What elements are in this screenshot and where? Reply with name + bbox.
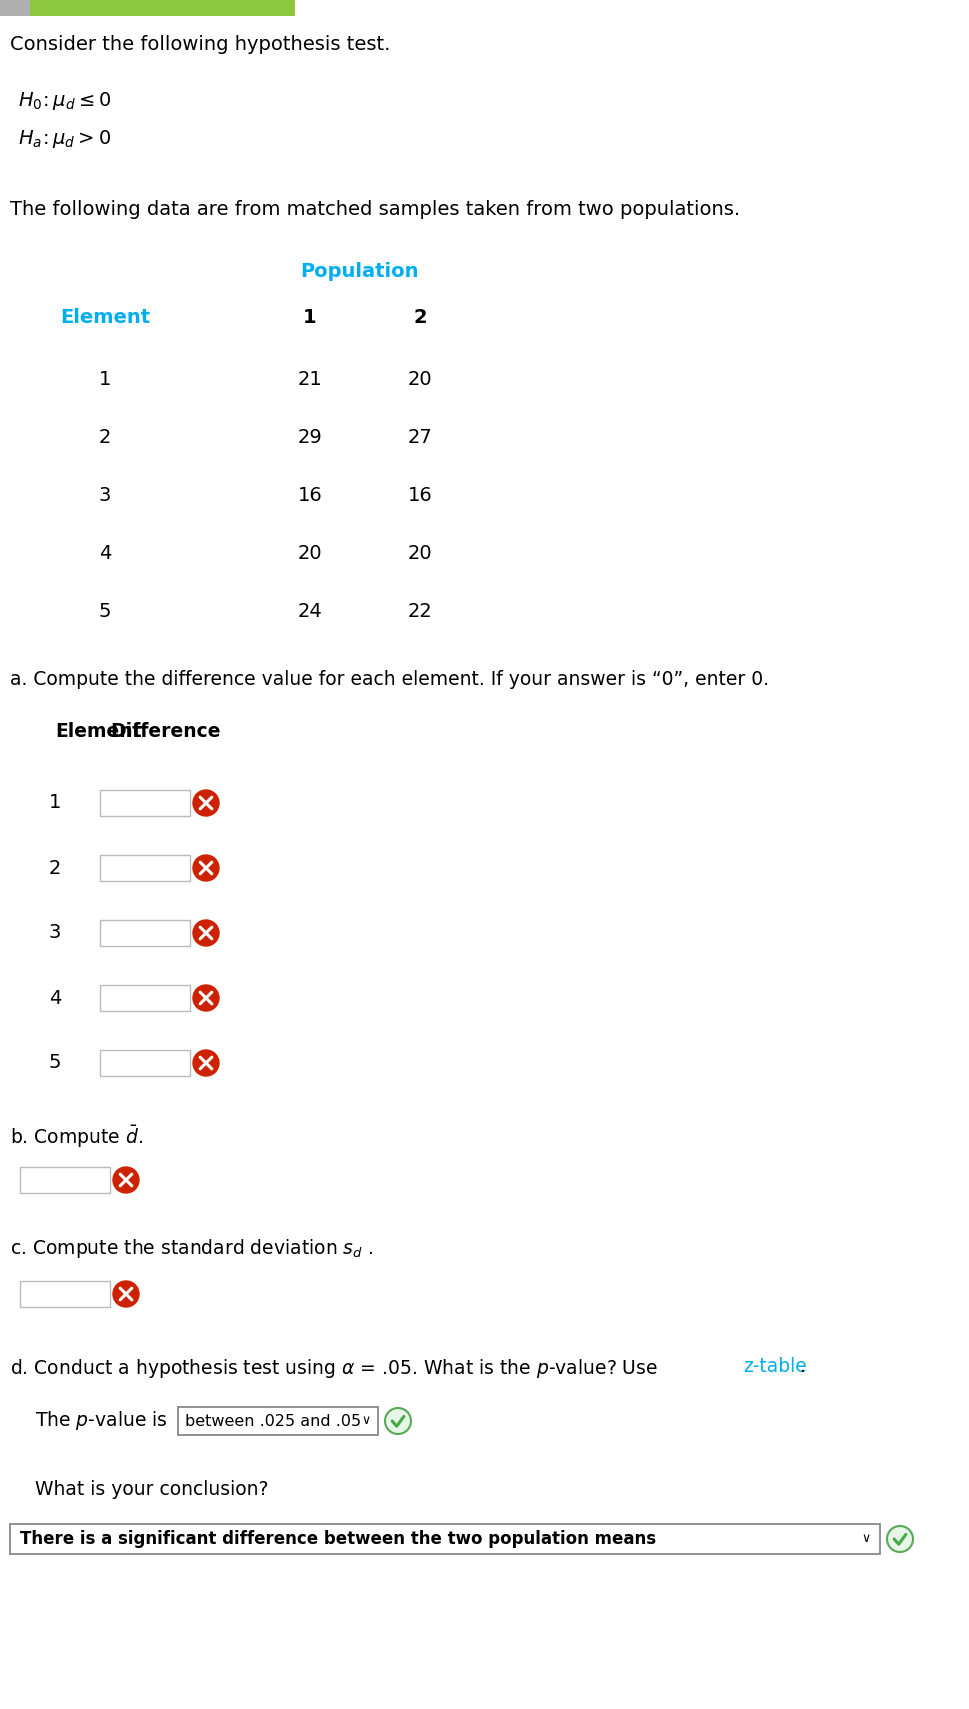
Text: 20: 20 [407, 371, 432, 390]
Text: a. Compute the difference value for each element. If your answer is “0”, enter 0: a. Compute the difference value for each… [10, 670, 768, 689]
Text: What is your conclusion?: What is your conclusion? [35, 1480, 268, 1499]
Text: between .025 and .05: between .025 and .05 [185, 1413, 360, 1429]
Text: The following data are from matched samples taken from two populations.: The following data are from matched samp… [10, 200, 739, 219]
Text: 29: 29 [297, 427, 322, 448]
Text: Element: Element [55, 721, 141, 742]
Text: 1: 1 [48, 793, 61, 812]
Text: 1: 1 [303, 308, 317, 326]
Text: 22: 22 [407, 602, 432, 620]
FancyBboxPatch shape [20, 1282, 109, 1307]
Text: Difference: Difference [109, 721, 220, 742]
Text: .: . [799, 1357, 805, 1376]
Text: 24: 24 [297, 602, 322, 620]
FancyBboxPatch shape [100, 1049, 190, 1077]
Text: z-table: z-table [742, 1357, 806, 1376]
Text: 20: 20 [407, 543, 432, 562]
Text: 2: 2 [48, 858, 61, 877]
Text: 2: 2 [99, 427, 111, 448]
Circle shape [193, 1049, 219, 1077]
Text: 1: 1 [99, 371, 111, 390]
FancyBboxPatch shape [0, 0, 30, 15]
FancyBboxPatch shape [100, 919, 190, 947]
Text: c. Compute the standard deviation $s_d$ .: c. Compute the standard deviation $s_d$ … [10, 1237, 373, 1260]
FancyBboxPatch shape [0, 0, 295, 15]
Text: 5: 5 [48, 1053, 61, 1073]
Text: 16: 16 [297, 485, 322, 504]
FancyBboxPatch shape [100, 790, 190, 815]
Text: 5: 5 [99, 602, 111, 620]
Circle shape [112, 1167, 139, 1193]
Text: $H_0\!: \mu_d \leq 0$: $H_0\!: \mu_d \leq 0$ [18, 91, 111, 113]
Text: d. Conduct a hypothesis test using $\alpha$ = .05. What is the $p$-value? Use: d. Conduct a hypothesis test using $\alp… [10, 1357, 658, 1379]
FancyBboxPatch shape [100, 984, 190, 1012]
FancyBboxPatch shape [20, 1167, 109, 1193]
Text: Consider the following hypothesis test.: Consider the following hypothesis test. [10, 34, 390, 55]
Text: Element: Element [60, 308, 150, 326]
Text: ∨: ∨ [361, 1415, 370, 1427]
Text: $H_a\!: \mu_d > 0$: $H_a\!: \mu_d > 0$ [18, 128, 111, 150]
Text: 3: 3 [48, 923, 61, 942]
Circle shape [112, 1282, 139, 1307]
Text: 21: 21 [297, 371, 322, 390]
FancyBboxPatch shape [178, 1407, 378, 1436]
Circle shape [193, 919, 219, 947]
Text: 20: 20 [297, 543, 322, 562]
FancyBboxPatch shape [10, 1524, 879, 1553]
Circle shape [193, 854, 219, 882]
Text: 3: 3 [99, 485, 111, 504]
Text: 4: 4 [99, 543, 111, 562]
Circle shape [193, 984, 219, 1012]
Text: 16: 16 [407, 485, 432, 504]
Text: ∨: ∨ [860, 1533, 869, 1545]
Text: Population: Population [300, 261, 419, 280]
Text: b. Compute $\bar{d}$.: b. Compute $\bar{d}$. [10, 1123, 142, 1150]
FancyBboxPatch shape [100, 854, 190, 882]
Text: 27: 27 [407, 427, 432, 448]
Text: 2: 2 [413, 308, 426, 326]
Circle shape [385, 1408, 411, 1434]
Text: There is a significant difference between the two population means: There is a significant difference betwee… [20, 1530, 655, 1548]
Text: 4: 4 [48, 988, 61, 1008]
Text: The $p$-value is: The $p$-value is [35, 1410, 168, 1432]
Circle shape [193, 790, 219, 815]
Circle shape [886, 1526, 912, 1552]
